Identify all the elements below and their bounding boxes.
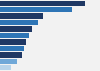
Bar xyxy=(0,65,11,70)
Bar xyxy=(0,52,22,58)
Bar xyxy=(0,13,43,19)
Bar xyxy=(0,33,29,38)
Bar xyxy=(0,26,32,32)
Bar xyxy=(0,59,17,64)
Bar xyxy=(0,20,38,25)
Bar xyxy=(0,46,24,51)
Bar xyxy=(0,39,26,45)
Bar xyxy=(0,1,85,6)
Bar xyxy=(0,7,72,12)
